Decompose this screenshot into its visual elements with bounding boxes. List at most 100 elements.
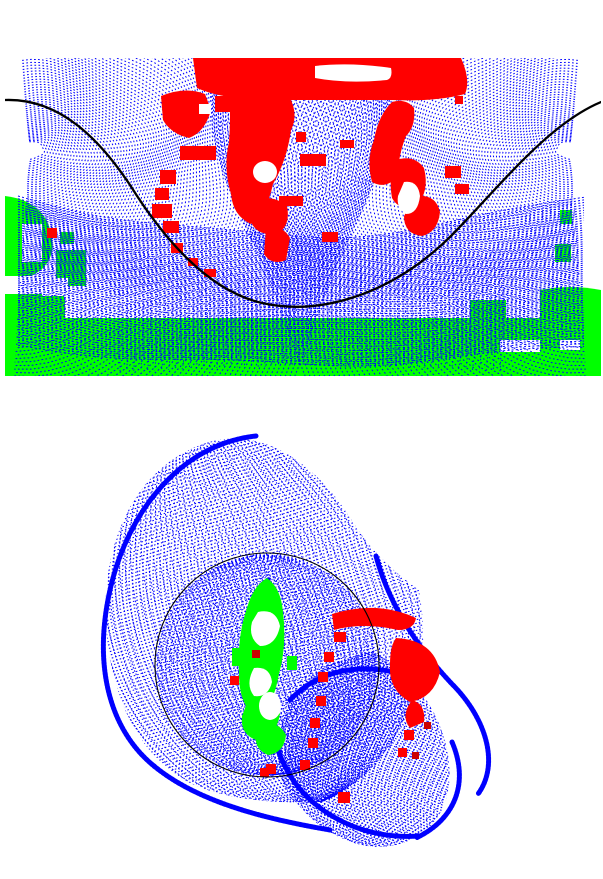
mesh-latitude <box>235 554 269 561</box>
iso-contour <box>17 198 585 241</box>
iso-contour <box>346 58 585 352</box>
iso-contour <box>254 58 371 376</box>
iso-contour <box>485 253 491 371</box>
mesh-latitude <box>313 675 479 750</box>
iso-contour <box>17 219 585 258</box>
iso-contour <box>17 224 585 262</box>
mesh-latitude <box>82 460 346 547</box>
iso-contour <box>216 271 221 368</box>
mesh-latitude <box>237 764 375 811</box>
globe-rim-seams <box>100 433 492 841</box>
mesh-latitude <box>279 769 431 838</box>
mesh-latitude <box>215 556 290 569</box>
iso-contour <box>425 58 579 259</box>
iso-contour <box>17 206 585 248</box>
iso-contour <box>288 279 294 367</box>
iso-contour <box>17 211 585 252</box>
iso-contour <box>17 214 585 254</box>
mesh-longitude <box>118 424 312 810</box>
iso-contour <box>17 58 222 320</box>
iso-contour <box>17 238 585 275</box>
iso-contour <box>26 118 87 192</box>
mesh-longitude <box>159 555 283 776</box>
rim-seam <box>413 739 462 841</box>
iso-contour <box>25 98 113 213</box>
mesh-longitude <box>188 420 382 806</box>
mesh-latitude <box>76 502 383 603</box>
iso-contour <box>189 58 336 376</box>
iso-contour <box>28 135 57 169</box>
mesh-longitude <box>188 423 336 806</box>
mesh-latitude <box>83 544 406 651</box>
iso-contour <box>17 195 585 239</box>
iso-contour <box>126 251 129 372</box>
mesh-latitude <box>160 660 378 693</box>
mesh-latitude <box>79 471 357 563</box>
iso-contour <box>15 58 257 356</box>
iso-contour <box>552 139 572 162</box>
mesh-longitude <box>204 555 283 775</box>
mesh-latitude <box>148 675 420 765</box>
iso-contour <box>321 58 587 376</box>
mesh-latitude <box>288 796 405 849</box>
equirectangular-svg <box>0 0 603 400</box>
iso-contour <box>28 137 54 167</box>
iso-contour <box>522 123 573 185</box>
mesh-latitude <box>209 558 297 572</box>
iso-contour <box>475 89 576 221</box>
mesh-longitude <box>226 555 283 775</box>
iso-contour <box>14 58 261 360</box>
iso-contour <box>24 93 119 217</box>
mesh-latitude <box>231 759 379 809</box>
panel-equirectangular-projection <box>0 0 603 400</box>
iso-contour <box>23 73 142 233</box>
mesh-latitude <box>159 612 364 643</box>
iso-contour <box>401 58 581 290</box>
iso-contour <box>19 58 195 284</box>
mesh-latitude <box>154 683 418 770</box>
iso-contour <box>17 208 585 250</box>
iso-contour <box>314 279 321 367</box>
mesh-longitude <box>251 555 341 775</box>
iso-contour <box>17 221 585 260</box>
mesh-latitude <box>280 776 425 841</box>
mesh-longitude <box>176 555 283 776</box>
iso-contour <box>20 58 186 272</box>
mesh-longitude <box>251 554 375 775</box>
mesh-latitude <box>244 761 319 774</box>
mesh-longitude <box>175 424 312 807</box>
iso-contour <box>17 216 585 256</box>
iso-contour <box>350 58 585 349</box>
iso-contour <box>416 58 580 269</box>
iso-contour <box>17 247 585 282</box>
iso-contour <box>374 275 377 367</box>
iso-contour <box>492 103 575 208</box>
mesh-longitude <box>188 423 328 806</box>
mesh-latitude <box>297 691 477 772</box>
mesh-longitude <box>198 555 283 775</box>
mesh-latitude <box>286 793 409 848</box>
iso-contour <box>293 58 471 376</box>
mesh-longitude <box>337 660 426 845</box>
iso-contour <box>450 64 578 239</box>
sphere-outline <box>154 552 380 778</box>
critical-curve <box>5 98 601 308</box>
iso-contour <box>27 129 69 179</box>
iso-contour <box>105 58 297 376</box>
iso-contour <box>314 58 527 376</box>
iso-contour <box>464 78 577 229</box>
iso-contour <box>19 58 199 290</box>
iso-contour <box>437 58 578 248</box>
iso-contour <box>228 58 357 376</box>
iso-contour <box>287 58 456 376</box>
iso-contour <box>311 58 515 376</box>
mesh-latitude <box>78 519 394 624</box>
iso-contour <box>21 58 175 259</box>
mesh-latitude <box>277 745 450 823</box>
mesh-latitude <box>95 438 314 511</box>
mesh-longitude <box>164 424 312 807</box>
iso-contour <box>445 58 578 243</box>
mesh-latitude <box>278 766 434 836</box>
iso-contour <box>297 58 479 376</box>
iso-contour <box>17 245 585 281</box>
